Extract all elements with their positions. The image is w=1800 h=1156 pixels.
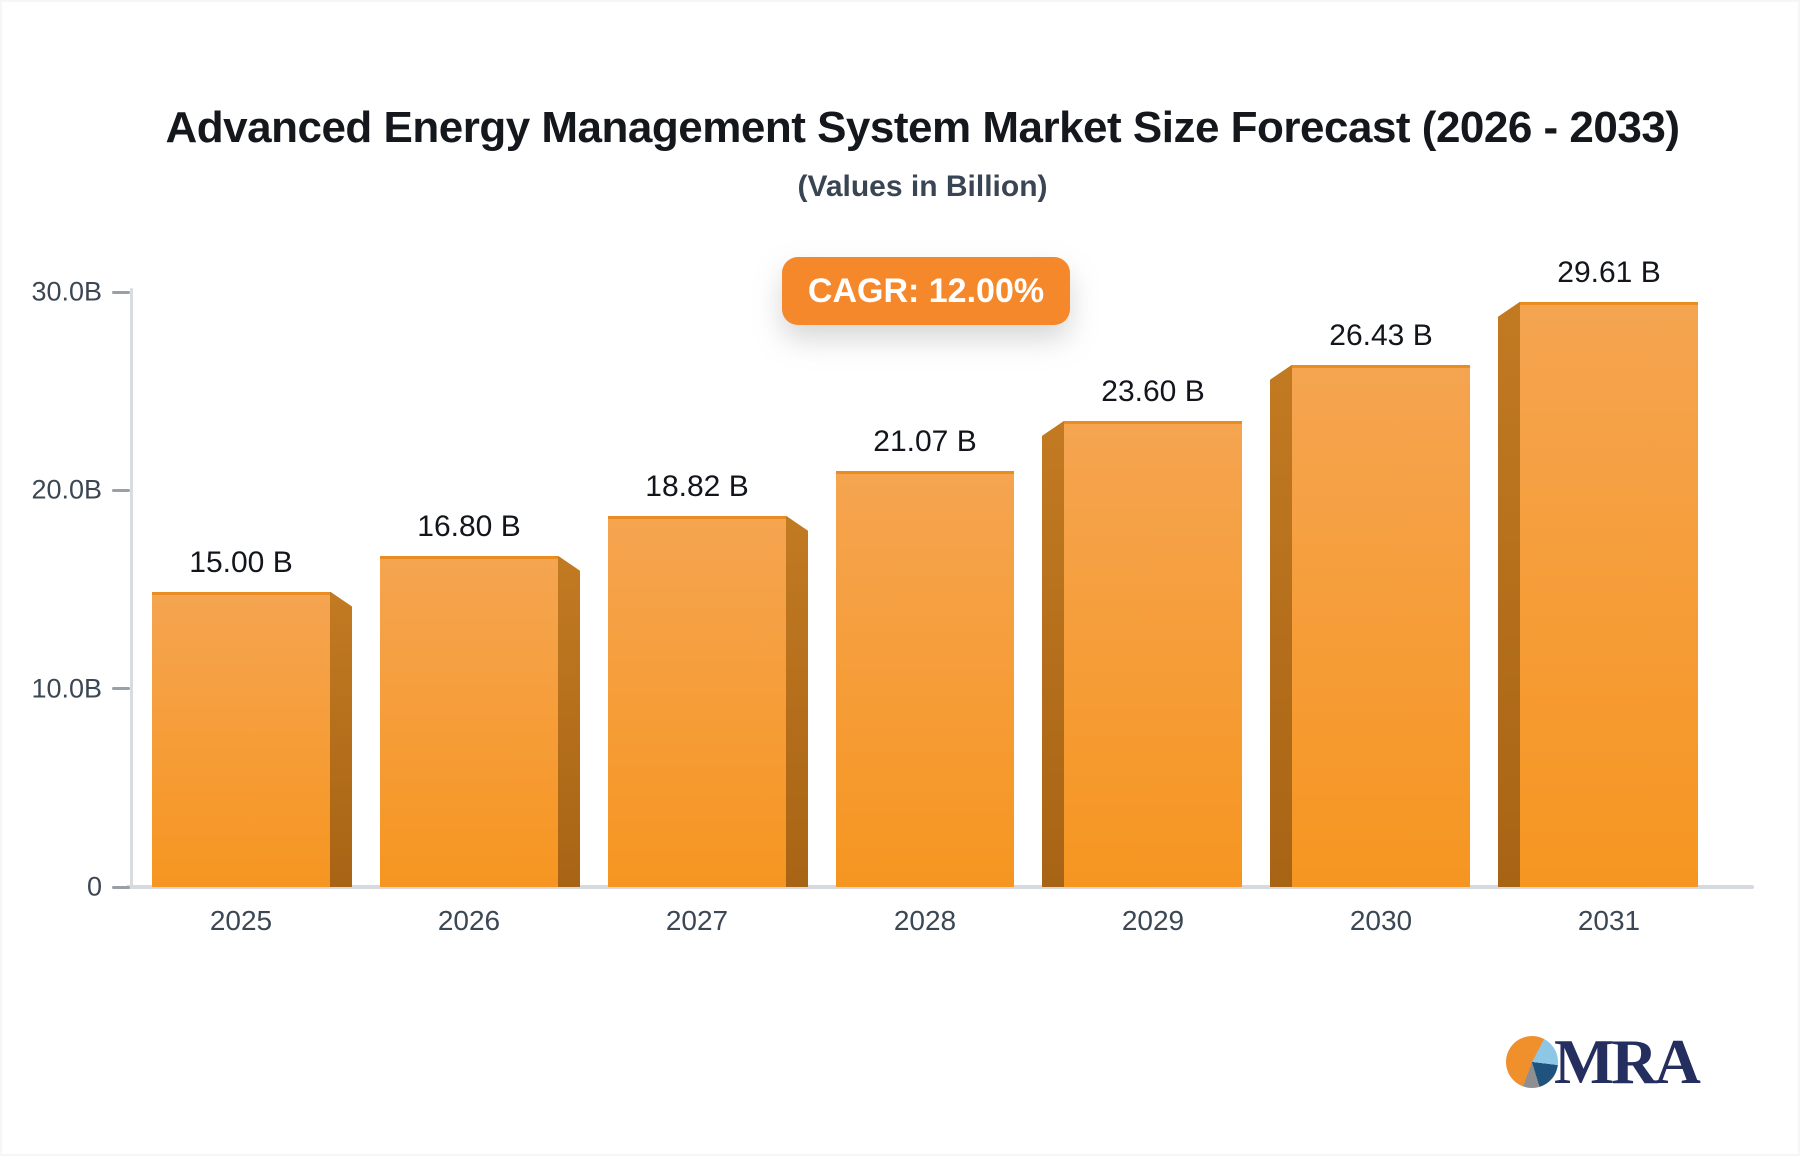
- x-axis-label: 2026: [437, 905, 501, 936]
- x-axis-label: 2030: [1349, 905, 1413, 936]
- chart-title: Advanced Energy Management System Market…: [165, 103, 1680, 152]
- y-axis-tick-label: 20.0B: [31, 474, 102, 505]
- y-axis-tick-mark: [112, 885, 130, 889]
- bar-value-label: 29.61 B: [1557, 255, 1661, 289]
- y-axis-tick-label: 0: [86, 871, 102, 902]
- bar: [152, 591, 330, 887]
- bar: [836, 471, 1014, 887]
- y-axis-tick-mark: [112, 488, 130, 492]
- bar-value-label: 18.82 B: [645, 469, 749, 503]
- chart-subtitle: (Values in Billion): [797, 170, 1048, 204]
- y-axis-tick-label: 30.0B: [31, 276, 102, 307]
- y-axis-line: [130, 288, 133, 887]
- bar-value-label: 16.80 B: [417, 509, 521, 543]
- pie-chart-icon: [1506, 1036, 1558, 1088]
- bar: [608, 515, 786, 887]
- y-axis-tick-mark: [112, 290, 130, 294]
- logo-text: MRA: [1554, 1026, 1701, 1097]
- x-axis-line: [126, 885, 1754, 889]
- x-axis-label: 2025: [209, 905, 273, 936]
- bar-side-face: [786, 515, 808, 887]
- bar: [380, 555, 558, 887]
- y-axis-tick-label: 10.0B: [31, 673, 102, 704]
- mra-logo: MRA: [1506, 1026, 1701, 1097]
- bar-side-face: [330, 591, 352, 887]
- bar-side-face: [1042, 420, 1064, 887]
- bar: [1064, 420, 1242, 887]
- x-axis-label: 2029: [1121, 905, 1185, 936]
- x-axis-label: 2028: [893, 905, 957, 936]
- chart-header: Advanced Energy Management System Market…: [47, 103, 1798, 204]
- bar-value-label: 26.43 B: [1329, 318, 1433, 352]
- bar-value-label: 15.00 B: [189, 545, 293, 579]
- bar: [1520, 301, 1698, 887]
- x-axis-label: 2027: [665, 905, 729, 936]
- bar-side-face: [558, 555, 580, 887]
- bar-side-face: [1270, 364, 1292, 887]
- cagr-badge: CAGR: 12.00%: [782, 257, 1070, 325]
- bar: [1292, 364, 1470, 887]
- bar-value-label: 23.60 B: [1101, 374, 1205, 408]
- bar-value-label: 21.07 B: [873, 425, 977, 459]
- x-axis-label: 2031: [1577, 905, 1641, 936]
- y-axis-tick-mark: [112, 687, 130, 691]
- bar-side-face: [1498, 301, 1520, 887]
